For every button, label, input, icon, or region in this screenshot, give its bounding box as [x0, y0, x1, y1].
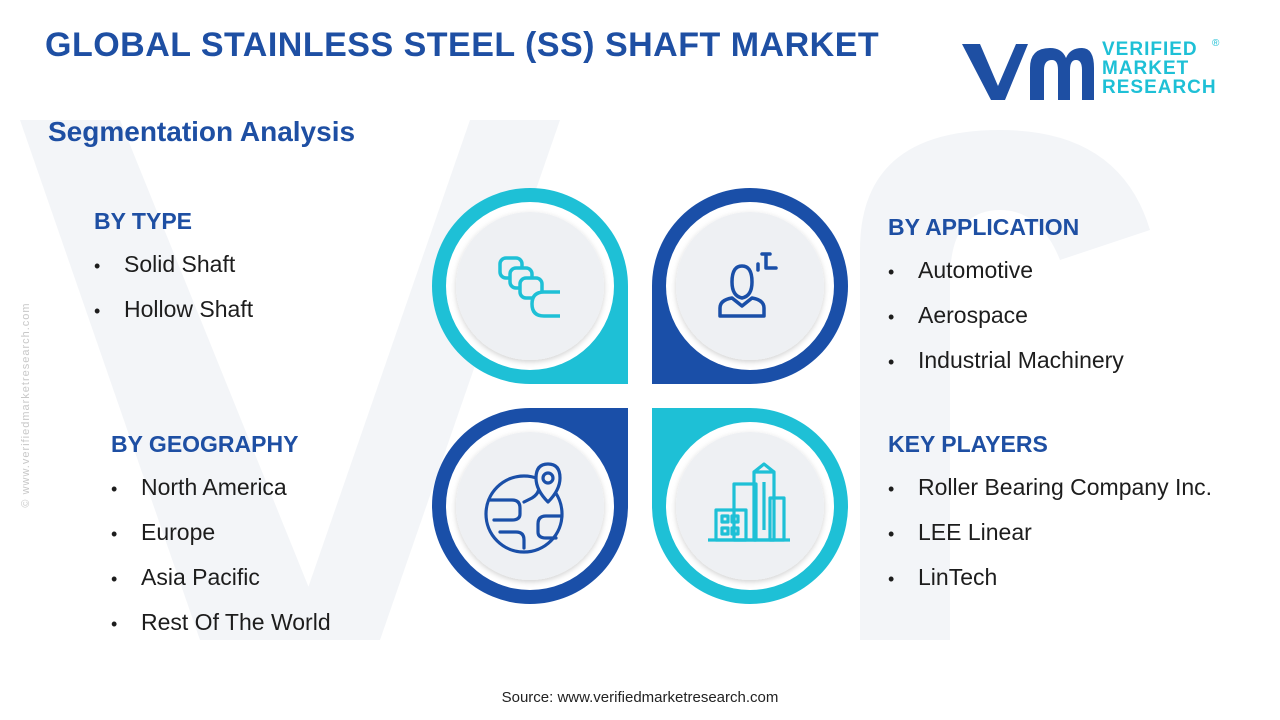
list-item: North America	[111, 466, 331, 511]
list-item: Asia Pacific	[111, 556, 331, 601]
list-item: Industrial Machinery	[888, 339, 1124, 384]
globe-location-icon	[484, 462, 564, 554]
segment-by-type: BY TYPE Solid Shaft Hollow Shaft	[94, 208, 253, 333]
segment-heading: KEY PLAYERS	[888, 431, 1048, 457]
side-watermark-url: © www.verifiedmarketresearch.com	[20, 302, 32, 508]
segment-key-players: KEY PLAYERS Roller Bearing Company Inc. …	[888, 431, 1212, 601]
petal-bottom-right	[652, 408, 848, 604]
list-item: LinTech	[888, 556, 1212, 601]
buildings-icon	[708, 462, 790, 542]
list-item: Hollow Shaft	[94, 288, 253, 333]
stacked-shafts-icon	[498, 256, 560, 318]
segment-by-application: BY APPLICATION Automotive Aerospace Indu…	[888, 214, 1124, 384]
list-item: Rest Of The World	[111, 601, 331, 646]
logo-line-3: RESEARCH	[1102, 77, 1217, 98]
segment-by-geography: BY GEOGRAPHY North America Europe Asia P…	[111, 431, 331, 646]
list-item: Aerospace	[888, 294, 1124, 339]
list-item: Automotive	[888, 249, 1124, 294]
segment-heading: BY GEOGRAPHY	[111, 431, 299, 457]
user-profile-icon	[718, 252, 778, 318]
source-citation: Source: www.verifiedmarketresearch.com	[501, 689, 779, 706]
logo-wordmark: VERIFIED MARKET RESEARCH	[1102, 40, 1217, 97]
vmr-logo-icon	[962, 44, 1094, 100]
logo-line-2: MARKET	[1102, 58, 1190, 79]
list-item: Solid Shaft	[94, 243, 253, 288]
page-subtitle: Segmentation Analysis	[48, 116, 356, 147]
logo-line-1: VERIFIED	[1102, 39, 1198, 60]
list-item: LEE Linear	[888, 511, 1212, 556]
petal-bottom-left	[432, 408, 628, 604]
registered-mark: ®	[1212, 38, 1220, 49]
segmentation-hub	[432, 188, 848, 604]
page-title: GLOBAL STAINLESS STEEL (SS) SHAFT MARKET	[45, 26, 880, 64]
segment-heading: BY TYPE	[94, 208, 192, 234]
list-item: Europe	[111, 511, 331, 556]
segment-heading: BY APPLICATION	[888, 214, 1080, 240]
list-item: Roller Bearing Company Inc.	[888, 466, 1212, 511]
